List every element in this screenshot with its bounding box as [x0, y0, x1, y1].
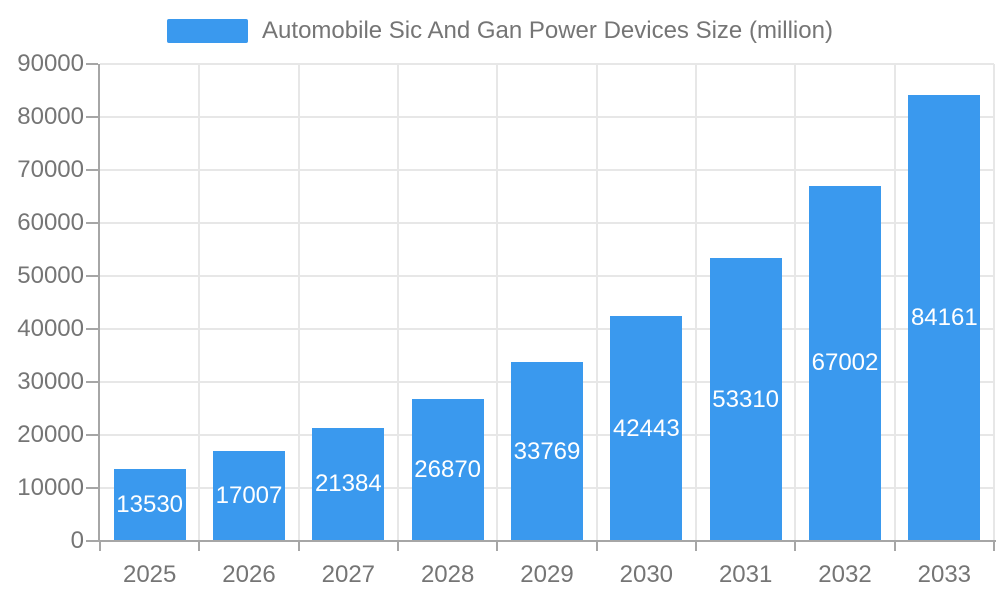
gridline-horizontal: [100, 169, 994, 171]
gridline-horizontal: [100, 328, 994, 330]
x-axis-label: 2028: [420, 561, 475, 588]
y-axis-tick: [86, 434, 98, 436]
x-axis-tick: [794, 542, 797, 551]
y-axis-tick: [86, 381, 98, 383]
gridline-vertical: [198, 64, 201, 541]
y-axis-label: 70000: [17, 156, 84, 183]
x-axis-tick: [99, 542, 101, 551]
bar-value-label: 17007: [215, 481, 283, 509]
legend[interactable]: Automobile Sic And Gan Power Devices Siz…: [0, 17, 1000, 45]
y-axis-label: 60000: [17, 209, 84, 236]
y-axis-line: [98, 64, 100, 541]
bar-2030[interactable]: 42443: [610, 316, 683, 541]
y-axis-label: 10000: [17, 474, 84, 501]
x-axis-line: [98, 540, 996, 542]
x-axis-label: 2031: [718, 561, 773, 588]
bar-value-label: 67002: [811, 349, 879, 377]
x-axis-tick: [893, 542, 896, 551]
y-axis-tick: [86, 169, 98, 171]
bar-2026[interactable]: 17007: [213, 450, 285, 541]
gridline-horizontal: [100, 63, 994, 65]
gridline-horizontal: [100, 116, 994, 118]
x-axis-tick: [496, 542, 499, 551]
bar-value-label: 84161: [910, 303, 978, 331]
y-axis-label: 0: [70, 527, 84, 554]
bar-2033[interactable]: 84161: [908, 94, 981, 541]
bar-value-label: 42443: [612, 414, 680, 442]
gridline-vertical: [794, 64, 797, 541]
x-axis-label: 2033: [917, 561, 972, 588]
bar-2025[interactable]: 13530: [113, 469, 186, 541]
bar-value-label: 53310: [712, 385, 780, 413]
x-axis-label: 2027: [321, 561, 376, 588]
x-axis-label: 2026: [222, 561, 276, 588]
y-axis-tick: [86, 487, 98, 489]
gridline-vertical: [993, 64, 995, 541]
bar-2027[interactable]: 21384: [312, 427, 385, 541]
bar-value-label: 21384: [314, 470, 382, 498]
x-axis-label: 2029: [520, 561, 574, 588]
gridline-vertical: [695, 64, 697, 541]
x-axis-label: 2025: [122, 561, 177, 588]
legend-swatch[interactable]: [167, 19, 249, 43]
y-axis-label: 40000: [17, 315, 84, 342]
bar-2028[interactable]: 26870: [411, 398, 484, 541]
y-axis-label: 20000: [17, 421, 84, 448]
y-axis-tick: [86, 116, 98, 118]
x-axis-tick: [397, 542, 399, 551]
gridline-horizontal: [100, 222, 994, 224]
x-axis-tick: [297, 542, 300, 551]
y-axis-tick: [86, 275, 98, 277]
x-axis-label: 2032: [818, 561, 872, 588]
gridline-vertical: [397, 64, 399, 541]
x-axis-tick: [695, 542, 697, 551]
gridline-vertical: [893, 64, 896, 541]
bar-value-label: 33769: [513, 437, 581, 465]
gridline-vertical: [496, 64, 499, 541]
bar-value-label: 26870: [414, 455, 482, 483]
plot-area: 0 10000 20000 30000 40000 50000 60000 70000 8000…: [17, 50, 996, 588]
x-axis-tick: [198, 542, 201, 551]
y-axis-tick: [86, 222, 98, 224]
bar-value-label: 13530: [116, 491, 184, 519]
legend-label: Automobile Sic And Gan Power Devices Siz…: [262, 17, 833, 44]
gridline-vertical: [297, 64, 300, 541]
y-axis-tick: [86, 540, 98, 542]
gridline-vertical: [595, 64, 598, 541]
y-axis-tick: [86, 63, 98, 65]
bar-2031[interactable]: 53310: [709, 258, 782, 541]
y-axis-label: 90000: [17, 50, 84, 77]
y-axis-label: 80000: [17, 103, 84, 130]
x-axis-tick: [993, 542, 995, 551]
bar-2032[interactable]: 67002: [809, 185, 881, 541]
y-axis-label: 30000: [17, 368, 84, 395]
gridline-horizontal: [100, 275, 994, 277]
x-axis-tick: [595, 542, 598, 551]
y-axis-tick: [86, 328, 98, 330]
x-axis-label: 2030: [619, 561, 674, 588]
y-axis-label: 50000: [17, 262, 84, 289]
bar-2029[interactable]: 33769: [511, 362, 583, 541]
